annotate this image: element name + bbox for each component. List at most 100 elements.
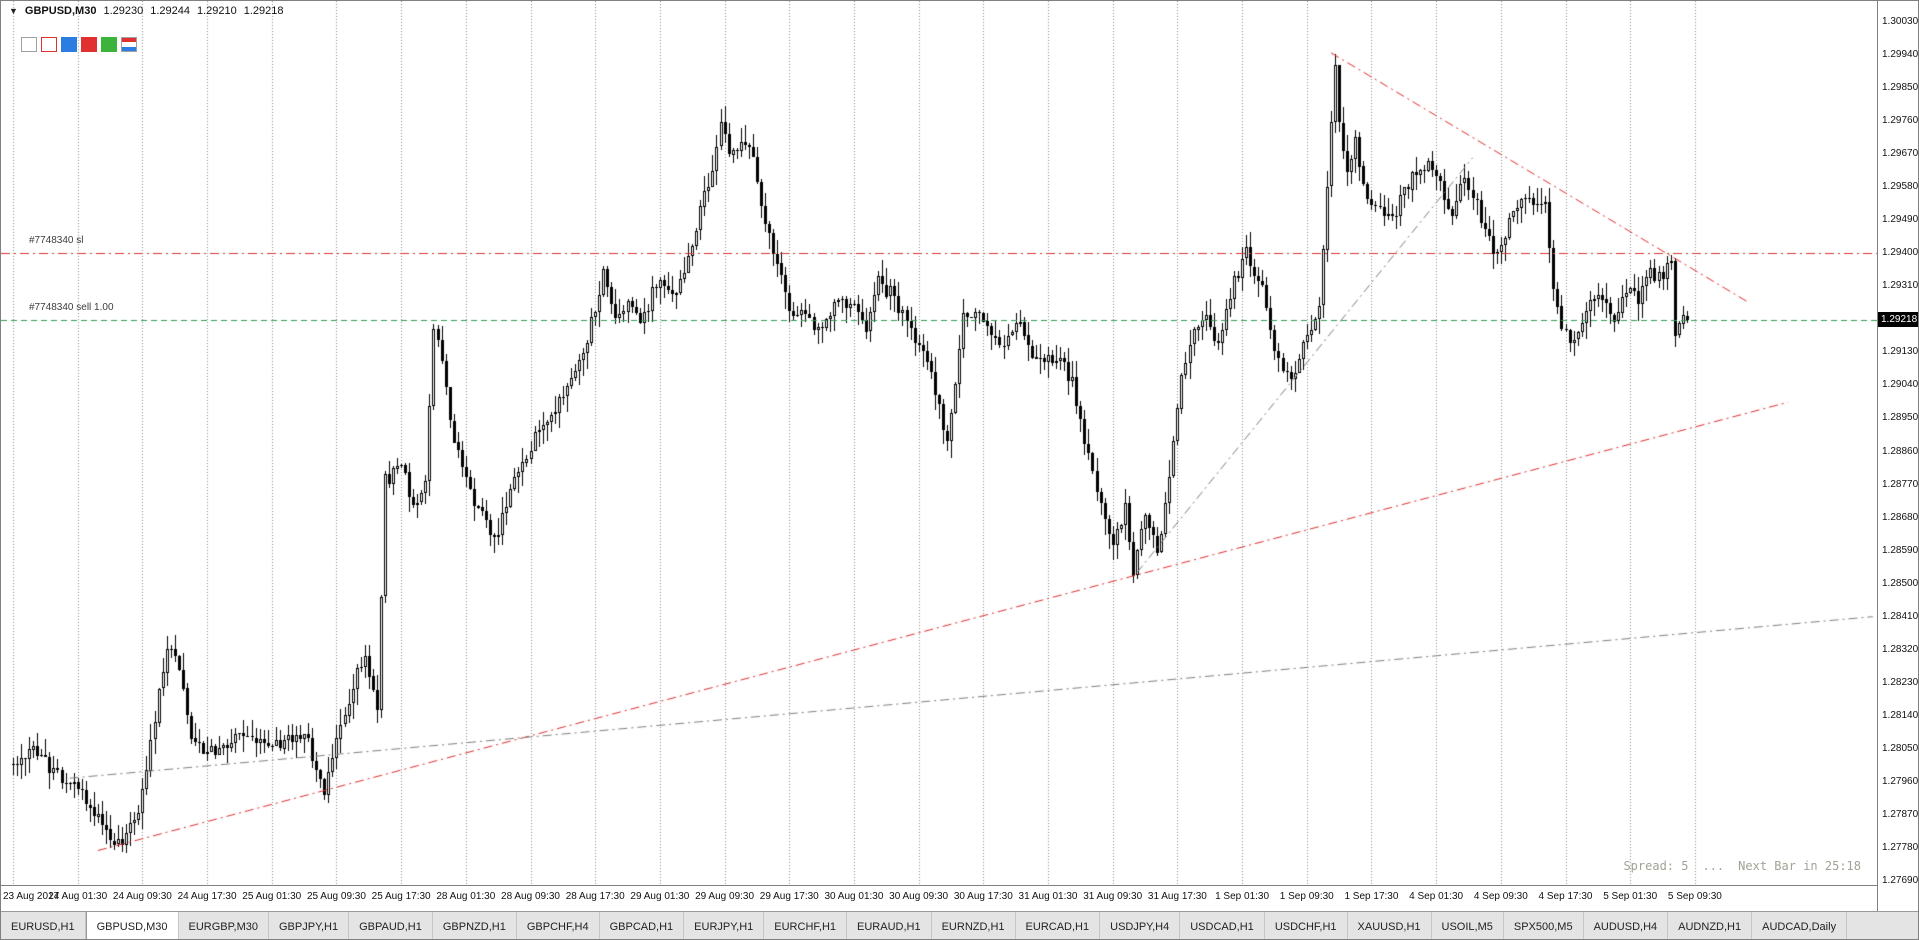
chart-tab-eurgbp-m30[interactable]: EURGBP,M30 [179, 912, 269, 939]
price-tick-label: 1.29940 [1882, 49, 1919, 61]
time-tick-label: 25 Aug 09:30 [306, 891, 366, 902]
chart-tab-gbpnzd-h1[interactable]: GBPNZD,H1 [433, 912, 517, 939]
price-tick-label: 1.28410 [1882, 610, 1919, 622]
order-line-label[interactable]: #7748340 sell 1.00 [29, 302, 114, 314]
price-tick-label: 1.29400 [1882, 247, 1919, 259]
object-palette [21, 37, 137, 52]
time-tick-label: 30 Aug 01:30 [824, 891, 884, 902]
chart-tab-euraud-h1[interactable]: EURAUD,H1 [847, 912, 932, 939]
chart-tab-bar: EURUSD,H1 GBPUSD,M30 EURGBP,M30 GBPJPY,H1 GB… [1, 911, 1918, 939]
price-tick-label: 1.29670 [1882, 148, 1919, 160]
chart-tab-eurjpy-h1[interactable]: EURJPY,H1 [684, 912, 765, 939]
time-tick-label: 29 Aug 09:30 [695, 891, 755, 902]
chart-tab-usdcad-h1[interactable]: USDCAD,H1 [1180, 912, 1265, 939]
price-axis[interactable]: 1.29218 1.30030 1.29940 1.29850 1.29760 1.29… [1877, 1, 1919, 911]
chart-tab-usoil-m5[interactable]: USOIL,M5 [1432, 912, 1504, 939]
swatch-white-icon[interactable] [21, 37, 37, 52]
time-tick-label: 29 Aug 17:30 [759, 891, 819, 902]
price-tick-label: 1.28950 [1882, 412, 1919, 424]
swatch-blue-icon[interactable] [61, 37, 77, 52]
price-tick-label: 1.30030 [1882, 16, 1919, 27]
chart-tab-usdchf-h1[interactable]: USDCHF,H1 [1265, 912, 1348, 939]
price-tick-label: 1.28770 [1882, 478, 1919, 490]
time-tick-label: 30 Aug 09:30 [889, 891, 949, 902]
chart-tab-spx500-m5[interactable]: SPX500,M5 [1504, 912, 1584, 939]
price-tick-label: 1.29850 [1882, 82, 1919, 94]
chart-tab-usdjpy-h4[interactable]: USDJPY,H4 [1100, 912, 1181, 939]
time-tick-label: 25 Aug 17:30 [371, 891, 431, 902]
price-tick-label: 1.28230 [1882, 676, 1919, 688]
chart-status-text: Spread: 5 ... Next Bar in 25:18 [1623, 859, 1861, 873]
ohlc-low-value: 1.29210 [196, 5, 237, 17]
ohlc-close-value: 1.29218 [243, 5, 284, 17]
chart-tab-xauusd-h1[interactable]: XAUUSD,H1 [1348, 912, 1432, 939]
price-tick-label: 1.29760 [1882, 115, 1919, 127]
chart-tab-gbpcad-h1[interactable]: GBPCAD,H1 [600, 912, 685, 939]
time-tick-label: 4 Sep 09:30 [1473, 891, 1528, 902]
price-tick-label: 1.29490 [1882, 214, 1919, 226]
ohlc-high-value: 1.29244 [150, 5, 190, 17]
swatch-striped-icon[interactable] [121, 37, 137, 52]
time-tick-label: 30 Aug 17:30 [953, 891, 1013, 902]
time-tick-label: 31 Aug 17:30 [1147, 891, 1207, 902]
price-tick-label: 1.28320 [1882, 643, 1919, 655]
price-tick-label: 1.29130 [1882, 346, 1919, 358]
status-separator: ... [1702, 859, 1725, 873]
time-tick-label: 5 Sep 09:30 [1667, 891, 1722, 902]
time-tick-label: 24 Aug 17:30 [177, 891, 237, 902]
chart-header: ▼ GBPUSD,M30 1.29230 1.29244 1.29210 1.2… [9, 5, 284, 17]
symbol-period-label: GBPUSD,M30 [24, 5, 97, 17]
time-tick-label: 31 Aug 09:30 [1083, 891, 1143, 902]
time-tick-label: 1 Sep 17:30 [1344, 891, 1399, 902]
chart-tab-gbpjpy-h1[interactable]: GBPJPY,H1 [269, 912, 350, 939]
chart-tab-gbpusd-m30[interactable]: GBPUSD,M30 [85, 912, 179, 939]
chart-tab-gbpchf-h4[interactable]: GBPCHF,H4 [517, 912, 600, 939]
chart-tab-audnzd-h1[interactable]: AUDNZD,H1 [1668, 912, 1753, 939]
chart-tab-eurchf-h1[interactable]: EURCHF,H1 [764, 912, 848, 939]
chart-region: ▼ GBPUSD,M30 1.29230 1.29244 1.29210 1.2… [1, 1, 1877, 885]
time-tick-label: 28 Aug 01:30 [436, 891, 496, 902]
swatch-red-outline-icon[interactable] [41, 37, 57, 52]
price-tick-label: 1.28680 [1882, 511, 1919, 523]
time-tick-label: 28 Aug 09:30 [501, 891, 560, 902]
order-line-label[interactable]: #7748340 sl [29, 235, 84, 247]
price-tick-label: 1.28050 [1882, 742, 1919, 754]
price-tick-label: 1.27870 [1882, 808, 1919, 820]
time-tick-label: 1 Sep 01:30 [1215, 891, 1270, 902]
ohlc-open-value: 1.29230 [103, 5, 144, 17]
chart-tab-audusd-h4[interactable]: AUDUSD,H4 [1584, 912, 1669, 939]
chart-tab-eurcad-h1[interactable]: EURCAD,H1 [1016, 912, 1101, 939]
time-tick-label: 28 Aug 17:30 [565, 891, 625, 902]
swatch-green-icon[interactable] [101, 37, 117, 52]
chart-tab-eurnzd-h1[interactable]: EURNZD,H1 [932, 912, 1016, 939]
chart-canvas[interactable] [1, 1, 1877, 885]
time-axis[interactable]: 23 Aug 2017 24 Aug 01:30 24 Aug 09:30 24 Au… [1, 885, 1877, 911]
spread-label: Spread: 5 [1623, 859, 1689, 873]
chart-tab-eurusd-h1[interactable]: EURUSD,H1 [1, 912, 86, 939]
time-tick-label: 1 Sep 09:30 [1279, 891, 1334, 902]
time-tick-label: 29 Aug 01:30 [630, 891, 690, 902]
price-tick-label: 1.29580 [1882, 181, 1919, 193]
time-tick-label: 24 Aug 01:30 [48, 891, 108, 902]
time-tick-label: 25 Aug 01:30 [242, 891, 302, 902]
price-tick-label: 1.28860 [1882, 445, 1919, 457]
time-tick-label: 23 Aug 2017 [3, 891, 60, 902]
swatch-red-icon[interactable] [81, 37, 97, 52]
one-click-trading-toggle-icon[interactable]: ▼ [9, 6, 18, 16]
price-tick-label: 1.29310 [1882, 280, 1919, 292]
next-bar-label: Next Bar in 25:18 [1738, 859, 1861, 873]
current-price-box: 1.29218 [1878, 312, 1918, 328]
price-tick-label: 1.27960 [1882, 775, 1919, 787]
time-tick-label: 4 Sep 17:30 [1538, 891, 1593, 902]
price-tick-label: 1.28500 [1882, 577, 1919, 589]
time-tick-label: 24 Aug 09:30 [112, 891, 172, 902]
price-tick-label: 1.29040 [1882, 379, 1919, 391]
price-tick-label: 1.28590 [1882, 544, 1919, 556]
chart-tab-gbpaud-h1[interactable]: GBPAUD,H1 [349, 912, 433, 939]
price-tick-label: 1.27780 [1882, 841, 1919, 853]
price-tick-label: 1.27690 [1882, 875, 1919, 886]
price-tick-label: 1.28140 [1882, 709, 1919, 721]
time-tick-label: 4 Sep 01:30 [1409, 891, 1464, 902]
chart-tab-audcad-daily[interactable]: AUDCAD,Daily [1752, 912, 1848, 939]
